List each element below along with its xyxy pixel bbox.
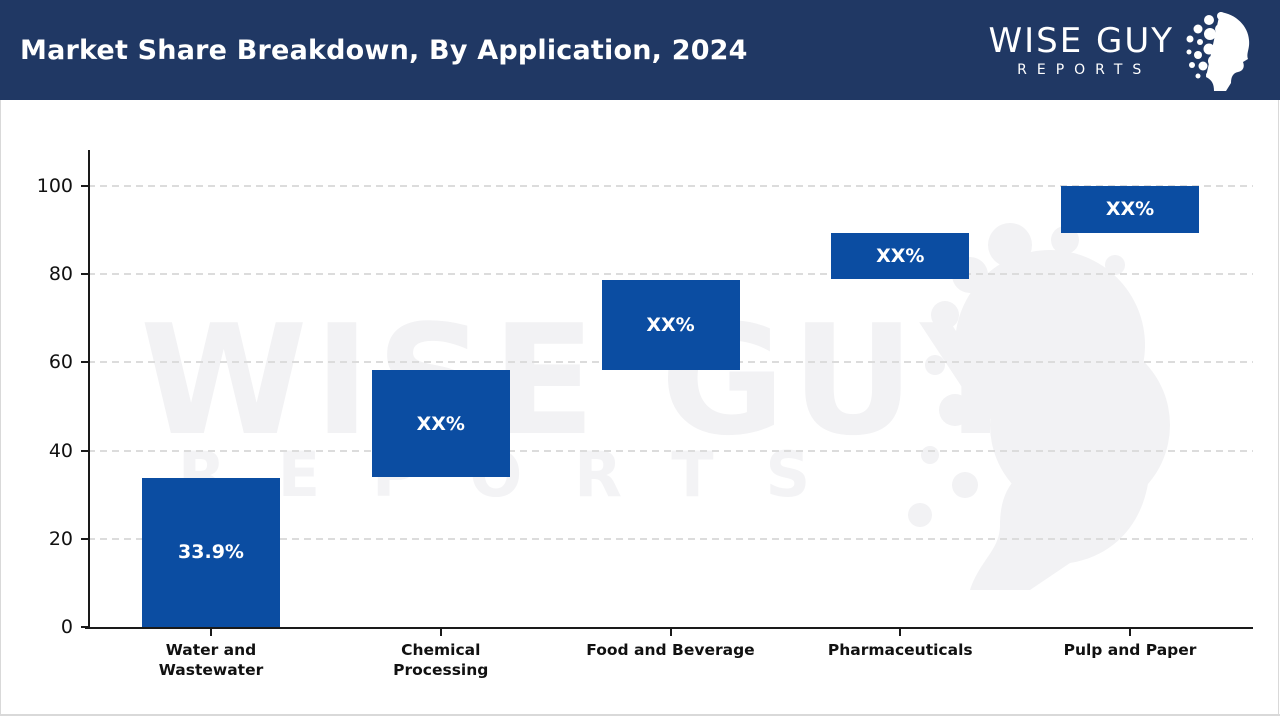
brand-name: WISE GUY bbox=[988, 20, 1174, 61]
x-axis-tick bbox=[899, 629, 902, 636]
gridline bbox=[88, 273, 1253, 276]
x-axis-category-line: Processing bbox=[393, 661, 489, 679]
bar-segment: XX% bbox=[1061, 186, 1199, 233]
bar-segment: 33.9% bbox=[142, 477, 280, 627]
bar-value-label: XX% bbox=[876, 244, 925, 267]
brand-subname: REPORTS bbox=[1017, 61, 1152, 78]
y-axis-tick-label: 0 bbox=[60, 616, 73, 638]
x-axis-category-line: Wastewater bbox=[158, 661, 264, 679]
bar-segment: XX% bbox=[371, 370, 510, 478]
brand-logo: WISE GUY REPORTS bbox=[988, 8, 1254, 92]
bar-value-label: XX% bbox=[646, 314, 695, 337]
x-axis-category-label: Pharmaceuticals bbox=[785, 640, 1015, 660]
y-axis-tick bbox=[81, 273, 88, 276]
brand-wordmark: WISE GUY REPORTS bbox=[988, 24, 1174, 77]
bottom-border bbox=[0, 714, 1280, 716]
x-axis-category-line: Chemical bbox=[401, 641, 481, 659]
y-axis-tick-label: 40 bbox=[48, 439, 73, 462]
y-axis-tick bbox=[81, 449, 88, 452]
gridline bbox=[88, 449, 1253, 452]
bar-segment: XX% bbox=[831, 233, 970, 279]
x-axis-category-label: Food and Beverage bbox=[556, 640, 786, 660]
bar-value-label: 33.9% bbox=[178, 541, 244, 564]
y-axis-tick bbox=[81, 626, 88, 628]
x-axis-tick bbox=[210, 629, 212, 636]
y-axis-tick bbox=[81, 537, 88, 540]
page-title: Market Share Breakdown, By Application, … bbox=[20, 34, 748, 66]
bar-value-label: XX% bbox=[1105, 198, 1155, 221]
y-axis-tick bbox=[81, 185, 88, 187]
x-axis-category-label: Pulp and Paper bbox=[1015, 640, 1245, 660]
x-axis-category-line: Pharmaceuticals bbox=[827, 641, 973, 659]
left-border bbox=[0, 100, 1, 716]
y-axis-tick-label: 80 bbox=[48, 263, 73, 286]
wiseguy-head-icon bbox=[1186, 12, 1250, 91]
watermark-text: WISE GUY bbox=[140, 292, 1037, 469]
x-axis-tick bbox=[439, 629, 442, 636]
x-axis-category-line: Pulp and Paper bbox=[1063, 641, 1197, 659]
right-border bbox=[1278, 100, 1279, 716]
bar-value-label: XX% bbox=[416, 412, 465, 435]
y-axis-tick-label: 20 bbox=[48, 527, 73, 550]
x-axis-line bbox=[85, 627, 1253, 629]
y-axis-line bbox=[88, 150, 90, 629]
bar-segment: XX% bbox=[601, 280, 740, 371]
x-axis-category-line: Food and Beverage bbox=[586, 641, 755, 659]
gridline bbox=[88, 537, 1253, 540]
y-axis-tick bbox=[81, 361, 88, 364]
header-bar: Market Share Breakdown, By Application, … bbox=[0, 0, 1280, 100]
x-axis-tick bbox=[1129, 629, 1131, 636]
y-axis-tick-label: 100 bbox=[36, 175, 73, 197]
y-axis-tick-label: 60 bbox=[48, 351, 73, 374]
x-axis-tick bbox=[669, 629, 672, 636]
x-axis-category-label: Chemical Processing bbox=[326, 640, 556, 680]
gridline bbox=[88, 185, 1253, 187]
x-axis-category-label: Water and Wastewater bbox=[96, 640, 326, 680]
x-axis-category-line: Water and bbox=[165, 641, 257, 659]
